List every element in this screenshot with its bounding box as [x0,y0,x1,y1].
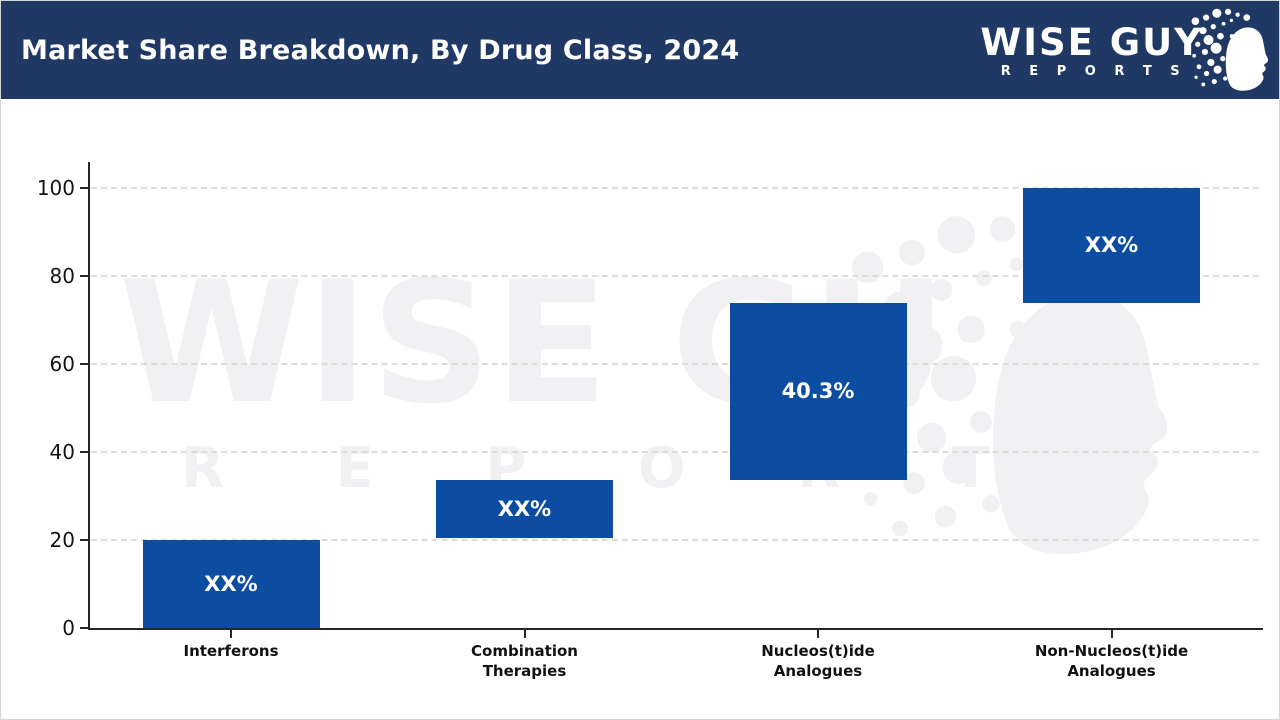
y-axis-tick [80,363,89,365]
bar-value-label: XX% [1084,233,1139,258]
bar-value-label: XX% [204,572,258,596]
y-axis-tick-label: 40 [49,440,75,464]
category-label: Non-Nucleos(t)ide Analogues [1034,642,1189,680]
bar-value-label: XX% [497,496,552,521]
bar-value-label: 40.3% [781,379,855,404]
bar-segment: XX% [436,479,613,538]
y-axis-tick [80,627,89,629]
category-label: Interferons [183,642,279,660]
bar-segment: XX% [142,540,320,628]
x-axis-tick [523,630,526,638]
gridline [91,275,1259,277]
gridline [91,539,1259,541]
chart-title: Market Share Breakdown, By Drug Class, 2… [21,34,740,66]
y-axis-line [88,162,90,630]
y-axis-tick-label: 0 [62,616,75,640]
x-axis-tick [230,630,232,638]
category-label: Nucleos(t)ide Analogues [761,642,875,680]
gridline [91,187,1259,189]
report-header: Market Share Breakdown, By Drug Class, 2… [1,1,1279,99]
category-label: Combination Therapies [471,642,578,680]
y-axis-tick-label: 60 [49,352,75,376]
gridline [91,451,1259,453]
logo-reports-text: R E P O R T S [1000,63,1187,79]
y-axis-tick-label: 100 [36,176,75,200]
wiseguy-logo: WISE GUY R E P O R T S [980,8,1279,94]
bar-segment: 40.3% [729,302,907,481]
x-axis-tick [817,630,819,638]
gridline [91,363,1259,365]
x-axis-line [88,628,1263,630]
y-axis-tick [80,539,89,541]
y-axis-tick [80,451,89,453]
bar-segment: XX% [1023,188,1200,303]
y-axis-tick-label: 80 [49,264,75,288]
logo-brand-text: WISE GUY [980,20,1203,64]
y-axis-tick [80,275,89,277]
y-axis-tick-label: 20 [49,528,75,552]
x-axis-tick [1110,630,1113,638]
y-axis-tick [80,187,89,189]
